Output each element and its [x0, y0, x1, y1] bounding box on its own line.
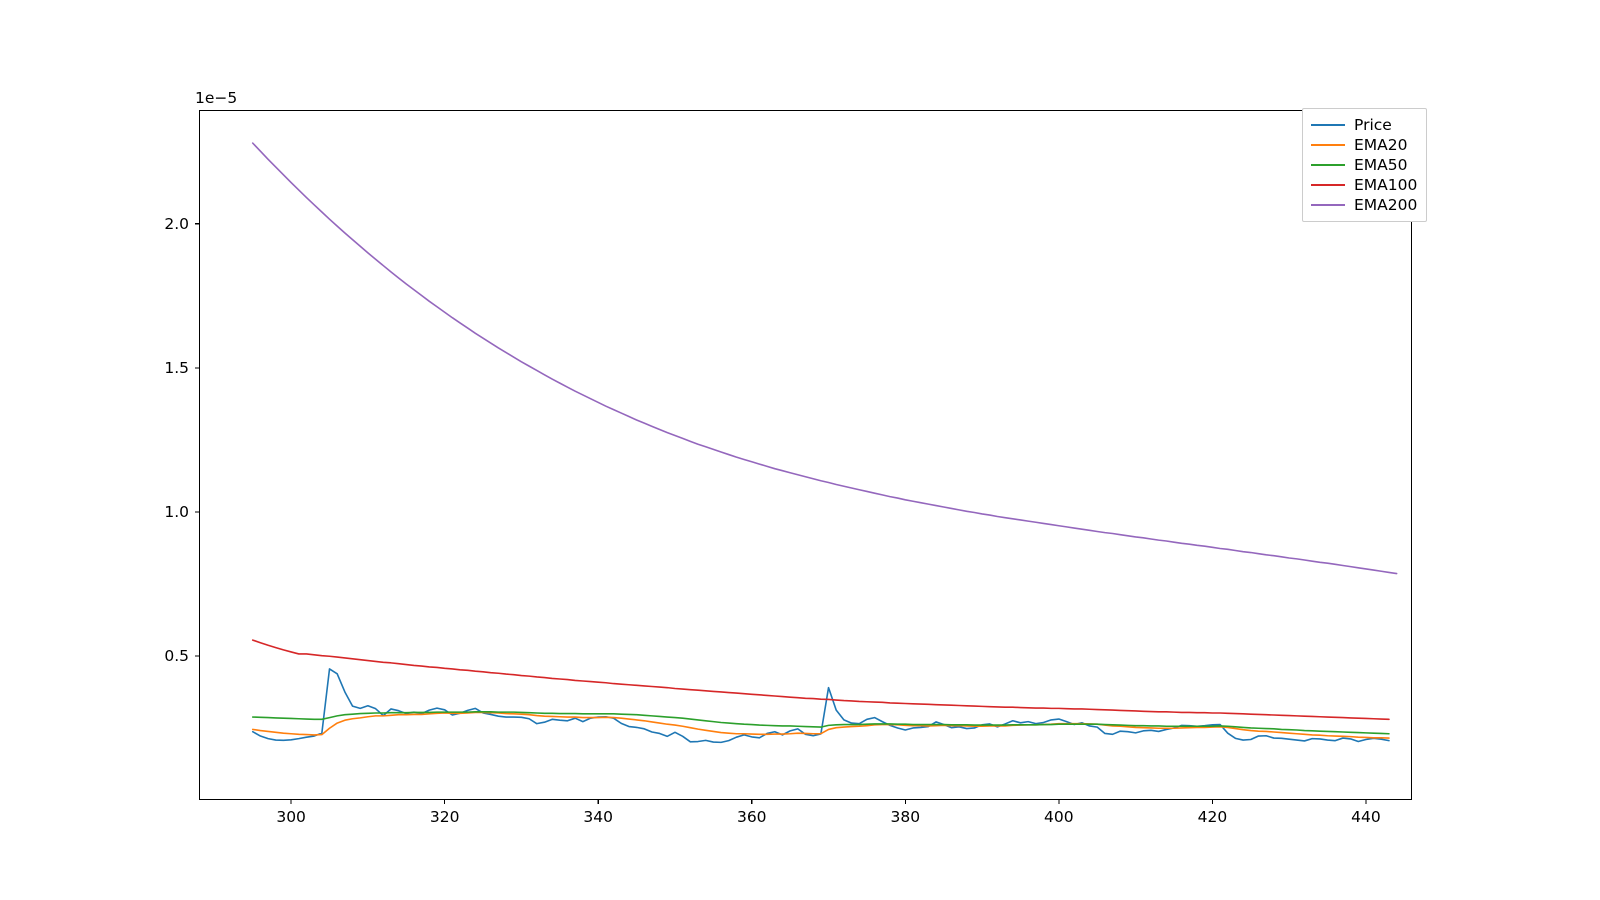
legend-label: EMA50: [1354, 156, 1408, 174]
x-tick-label: 400: [1044, 808, 1074, 826]
series-line-ema200: [251, 142, 1398, 575]
legend-item-ema100[interactable]: EMA100: [1311, 175, 1417, 195]
x-tick-label: 300: [276, 808, 306, 826]
chart-legend[interactable]: Price EMA20 EMA50 EMA100 EMA200: [1302, 108, 1428, 222]
legend-label: EMA100: [1354, 176, 1418, 194]
x-tick-label: 320: [429, 808, 460, 826]
series-line-ema20: [251, 711, 1390, 739]
x-tick-label: 420: [1197, 808, 1228, 826]
legend-label: EMA200: [1354, 196, 1418, 214]
legend-item-price[interactable]: Price: [1311, 115, 1417, 135]
x-tick-label: 380: [890, 808, 921, 826]
series-line-ema50: [251, 711, 1390, 735]
legend-item-ema50[interactable]: EMA50: [1311, 155, 1417, 175]
legend-swatch-price: [1311, 124, 1345, 126]
legend-label: EMA20: [1354, 136, 1408, 154]
y-axis-offset-text: 1e−5: [195, 89, 238, 107]
legend-swatch-ema20: [1311, 144, 1345, 146]
series-line-ema100: [251, 639, 1390, 721]
y-tick-label: 1.0: [164, 502, 189, 521]
y-tick-label: 0.5: [164, 646, 189, 665]
legend-label: Price: [1354, 116, 1392, 134]
x-tick-label: 440: [1351, 808, 1381, 826]
plot-area: [195, 109, 1413, 804]
legend-item-ema200[interactable]: EMA200: [1311, 195, 1417, 215]
tick-marks: [195, 223, 1367, 804]
y-tick-label: 2.0: [164, 214, 189, 233]
legend-item-ema20[interactable]: EMA20: [1311, 135, 1417, 155]
legend-swatch-ema200: [1311, 204, 1345, 206]
legend-swatch-ema100: [1311, 184, 1345, 186]
series-group: [251, 142, 1398, 744]
legend-swatch-ema50: [1311, 164, 1345, 166]
axes-spines: [198, 109, 1413, 801]
x-tick-label: 360: [736, 808, 767, 826]
x-tick-label: 340: [583, 808, 613, 826]
series-line-price: [251, 668, 1390, 744]
plot-svg: [195, 109, 1413, 804]
y-tick-label: 1.5: [164, 358, 189, 377]
